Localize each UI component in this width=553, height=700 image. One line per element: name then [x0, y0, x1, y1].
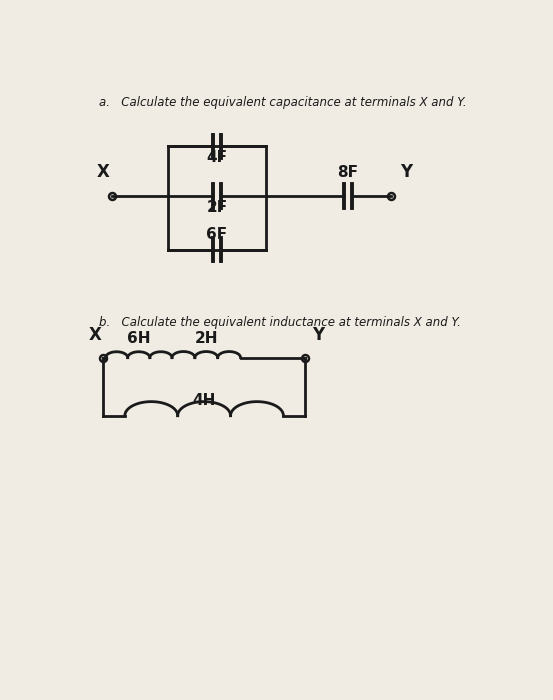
Text: Y: Y	[312, 326, 325, 344]
Text: Y: Y	[400, 163, 412, 181]
Text: a.   Calculate the equivalent capacitance at terminals X and Y.: a. Calculate the equivalent capacitance …	[99, 97, 467, 109]
Text: 8F: 8F	[337, 165, 358, 180]
Text: 6F: 6F	[206, 227, 227, 242]
Text: 4F: 4F	[206, 150, 227, 164]
Text: 2F: 2F	[206, 200, 227, 215]
Text: X: X	[97, 163, 110, 181]
Text: 2H: 2H	[195, 331, 218, 346]
Text: 4H: 4H	[192, 393, 216, 408]
Text: b.   Calculate the equivalent inductance at terminals X and Y.: b. Calculate the equivalent inductance a…	[99, 316, 461, 329]
Text: 6H: 6H	[127, 331, 150, 346]
Text: X: X	[88, 326, 101, 344]
